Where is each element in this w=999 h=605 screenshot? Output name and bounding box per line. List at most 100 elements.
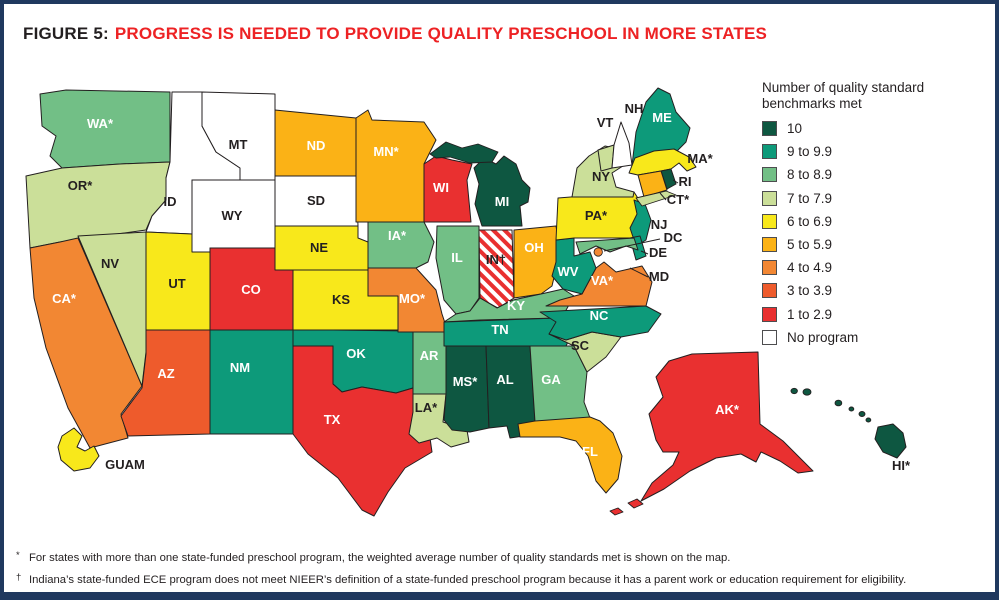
- state-label-WI: WI: [433, 180, 449, 195]
- state-label-WA: WA*: [87, 116, 114, 131]
- state-OH: [513, 225, 561, 299]
- state-MI-part-0: [429, 141, 499, 164]
- footnote-marker: †: [16, 572, 22, 583]
- footnotes: * For states with more than one state-fun…: [16, 546, 981, 590]
- figure-header: FIGURE 5: PROGRESS IS NEEDED TO PROVIDE Q…: [23, 24, 767, 44]
- state-label-OR: OR*: [68, 178, 94, 193]
- state-HI-part-5: [802, 388, 812, 396]
- legend-title: Number of quality standard benchmarks me…: [762, 80, 987, 112]
- legend-items: 10 9 to 9.9 8 to 8.9 7 to 7.9 6 to 6.9 5 to 5…: [762, 121, 987, 345]
- legend-item-label: 6 to 6.9: [787, 213, 833, 229]
- legend-title-line1: Number of quality standard: [762, 80, 925, 95]
- state-NY-part-1: [635, 190, 677, 207]
- legend-item-3: 7 to 7.9: [762, 190, 987, 206]
- state-AK-part-2: [627, 498, 644, 509]
- legend-item-label: 9 to 9.9: [787, 144, 833, 160]
- leader-line-3: [659, 192, 667, 201]
- state-label-AZ: AZ: [157, 366, 174, 381]
- state-HI-part-4: [790, 387, 798, 395]
- state-label-TN: TN: [491, 322, 508, 337]
- legend-swatch: [762, 260, 777, 276]
- state-label-UT: UT: [168, 276, 185, 291]
- legend-swatch: [762, 306, 777, 322]
- state-label-WY: WY: [222, 208, 243, 223]
- figure-title: PROGRESS IS NEEDED TO PROVIDE QUALITY PR…: [114, 24, 768, 43]
- state-label-SD: SD: [307, 193, 325, 208]
- legend-item-5: 5 to 5.9: [762, 236, 987, 252]
- state-label-NH: NH: [625, 101, 644, 116]
- state-HI-part-9: [865, 417, 872, 423]
- state-CT: [637, 170, 668, 198]
- state-IL: [435, 225, 480, 315]
- legend-title-line2: benchmarks met: [762, 96, 862, 111]
- legend-swatch: [762, 283, 777, 299]
- state-label-MT: MT: [229, 137, 248, 152]
- state-label-OH: OH: [524, 240, 544, 255]
- legend-item-label: 1 to 2.9: [787, 306, 833, 322]
- leader-line-0: [603, 238, 661, 252]
- state-GU: [57, 427, 100, 472]
- legend-item-label: 3 to 3.9: [787, 283, 833, 299]
- figure-label: FIGURE 5:: [23, 24, 109, 43]
- state-label-MA: MA*: [687, 151, 713, 166]
- state-label-HI: HI*: [892, 458, 911, 473]
- legend-item-2: 8 to 8.9: [762, 167, 987, 183]
- legend-item-label: 4 to 4.9: [787, 260, 833, 276]
- state-label-CT: CT*: [667, 192, 690, 207]
- state-WV: [551, 237, 597, 295]
- leader-line-1: [640, 250, 649, 255]
- legend-swatch: [762, 167, 777, 183]
- state-label-VA: VA*: [591, 273, 614, 288]
- state-label-OK: OK: [346, 346, 366, 361]
- state-label-NC: NC: [590, 308, 609, 323]
- state-label-GU: GUAM: [105, 457, 145, 472]
- state-NH: [611, 121, 633, 169]
- footnote-1: * For states with more than one state-fun…: [16, 546, 981, 568]
- state-label-CO: CO: [241, 282, 261, 297]
- state-MD: [575, 237, 639, 255]
- state-MI: [473, 155, 531, 227]
- state-label-KY: KY: [507, 298, 525, 313]
- legend-swatch: [762, 213, 777, 229]
- leader-line-4: [672, 179, 679, 184]
- footnote-marker: *: [16, 550, 20, 561]
- state-FL: [517, 416, 623, 494]
- state-MT: [201, 91, 276, 181]
- state-HI-part-7: [848, 406, 855, 412]
- map-legend: Number of quality standard benchmarks me…: [762, 80, 987, 353]
- state-label-ME: ME: [652, 110, 672, 125]
- state-label-MS: MS*: [453, 374, 479, 389]
- legend-item-4: 6 to 6.9: [762, 213, 987, 229]
- state-HI-part-8: [858, 411, 866, 417]
- state-label-NY: NY: [592, 169, 610, 184]
- state-label-MI: MI: [495, 194, 509, 209]
- state-label-PA: PA*: [585, 208, 608, 223]
- state-label-DE: DE: [649, 245, 667, 260]
- state-label-VT: VT: [597, 115, 614, 130]
- state-label-SC: SC: [571, 338, 590, 353]
- state-label-NV: NV: [101, 256, 119, 271]
- state-label-TX: TX: [324, 412, 341, 427]
- footnote-2: † Indiana’s state-funded ECE program does…: [16, 568, 981, 590]
- legend-item-label: 10: [787, 121, 803, 136]
- state-label-RI: RI: [679, 174, 692, 189]
- state-label-AR: AR: [420, 348, 439, 363]
- legend-item-0: 10: [762, 121, 987, 136]
- state-label-GA: GA: [541, 372, 561, 387]
- legend-item-label: 7 to 7.9: [787, 190, 833, 206]
- state-label-AL: AL: [496, 372, 513, 387]
- state-MS: [443, 345, 490, 433]
- state-AK: [640, 351, 814, 502]
- state-label-AK: AK*: [715, 402, 740, 417]
- state-label-ID: ID: [164, 194, 177, 209]
- legend-item-label: 5 to 5.9: [787, 236, 833, 252]
- state-IN: [478, 229, 515, 309]
- legend-item-9: No program: [762, 329, 987, 345]
- state-label-LA: LA*: [415, 400, 438, 415]
- state-label-NM: NM: [230, 360, 250, 375]
- state-HI-part-6: [834, 399, 843, 407]
- state-TX: [292, 345, 433, 517]
- legend-swatch: [762, 329, 777, 345]
- state-HI: [874, 423, 907, 459]
